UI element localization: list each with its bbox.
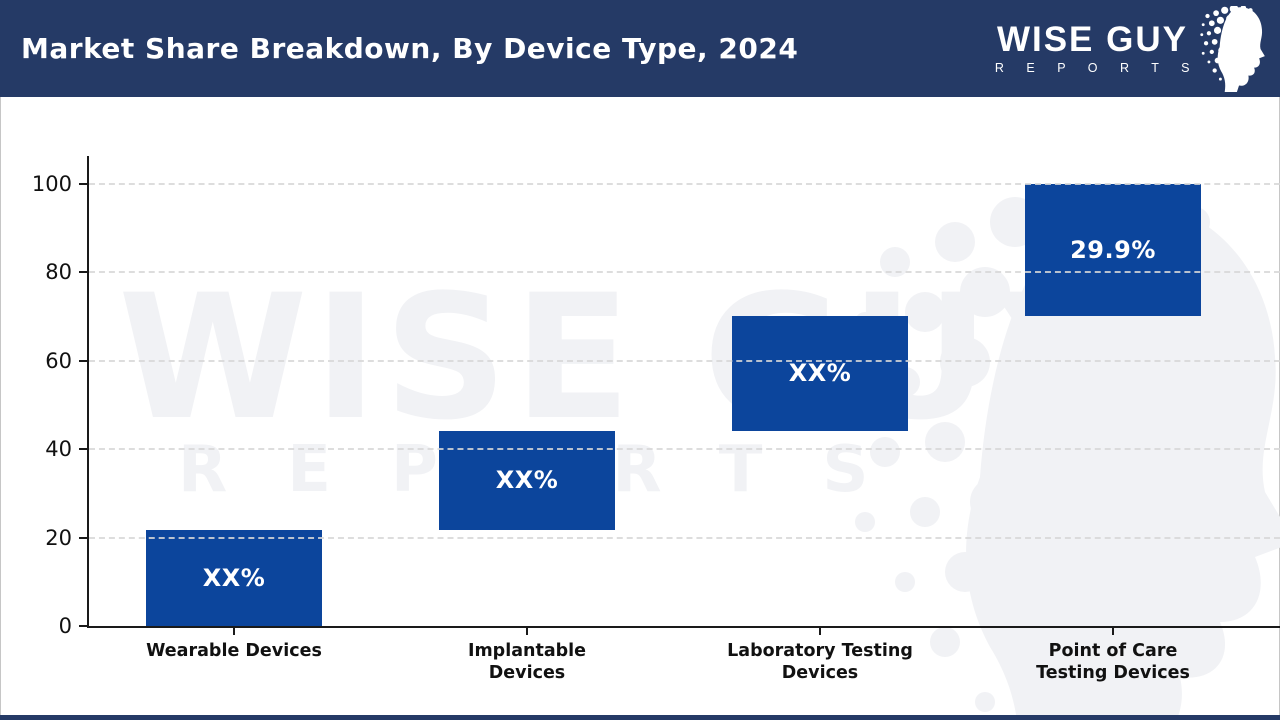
y-tick-mark bbox=[79, 271, 87, 274]
bar-value-label-wearable-devices: XX% bbox=[202, 563, 266, 592]
x-category-label-point-of-care: Point of Care Testing Devices bbox=[1036, 641, 1190, 683]
y-tick-label: 60 bbox=[45, 348, 72, 373]
gridline-80 bbox=[89, 271, 1280, 274]
x-axis-line bbox=[87, 626, 1280, 628]
x-tick-mark bbox=[233, 628, 235, 635]
y-tick-label: 0 bbox=[58, 614, 72, 638]
gridline-60 bbox=[89, 359, 1280, 362]
bar-wearable-devices: XX% bbox=[146, 529, 322, 626]
header-bar: Market Share Breakdown, By Device Type, … bbox=[0, 0, 1280, 97]
bar-value-label-laboratory-testing: XX% bbox=[788, 359, 852, 388]
brand-subtitle: R E P O R T S bbox=[994, 61, 1199, 76]
y-tick-mark bbox=[79, 536, 87, 539]
x-category-label-implantable: Implantable Devices bbox=[467, 641, 587, 683]
x-category-label-laboratory-testing: Laboratory Testing Devices bbox=[727, 641, 913, 683]
bar-implantable: XX% bbox=[439, 430, 615, 530]
x-tick-mark bbox=[526, 628, 528, 635]
x-tick-mark bbox=[819, 628, 821, 635]
bar-laboratory-testing: XX% bbox=[732, 316, 908, 431]
brand-face-icon bbox=[1200, 5, 1265, 92]
y-tick-label: 40 bbox=[45, 437, 72, 462]
gridline-40 bbox=[89, 448, 1280, 451]
y-tick-label: 100 bbox=[31, 172, 72, 196]
brand-logo: WISE GUY R E P O R T S bbox=[995, 5, 1280, 92]
gridline-100 bbox=[89, 183, 1280, 185]
y-axis-line bbox=[87, 156, 89, 628]
footer-bar bbox=[0, 715, 1280, 720]
x-tick-mark bbox=[1112, 628, 1114, 635]
gridline-20 bbox=[89, 536, 1280, 539]
brand-name: WISE GUY bbox=[996, 20, 1188, 60]
brand-logo-text: WISE GUY R E P O R T S bbox=[995, 22, 1190, 75]
y-tick-mark bbox=[79, 625, 87, 627]
chart-title: Market Share Breakdown, By Device Type, … bbox=[21, 32, 799, 65]
y-tick-mark bbox=[79, 183, 87, 185]
bar-point-of-care: 29.9% bbox=[1025, 184, 1201, 317]
y-tick-label: 80 bbox=[45, 260, 72, 285]
y-tick-mark bbox=[79, 448, 87, 451]
bar-value-label-point-of-care: 29.9% bbox=[1070, 236, 1156, 265]
y-tick-mark bbox=[79, 359, 87, 362]
bar-value-label-implantable: XX% bbox=[495, 466, 559, 495]
y-tick-label: 20 bbox=[45, 525, 72, 550]
x-category-label-wearable-devices: Wearable Devices bbox=[146, 641, 322, 661]
